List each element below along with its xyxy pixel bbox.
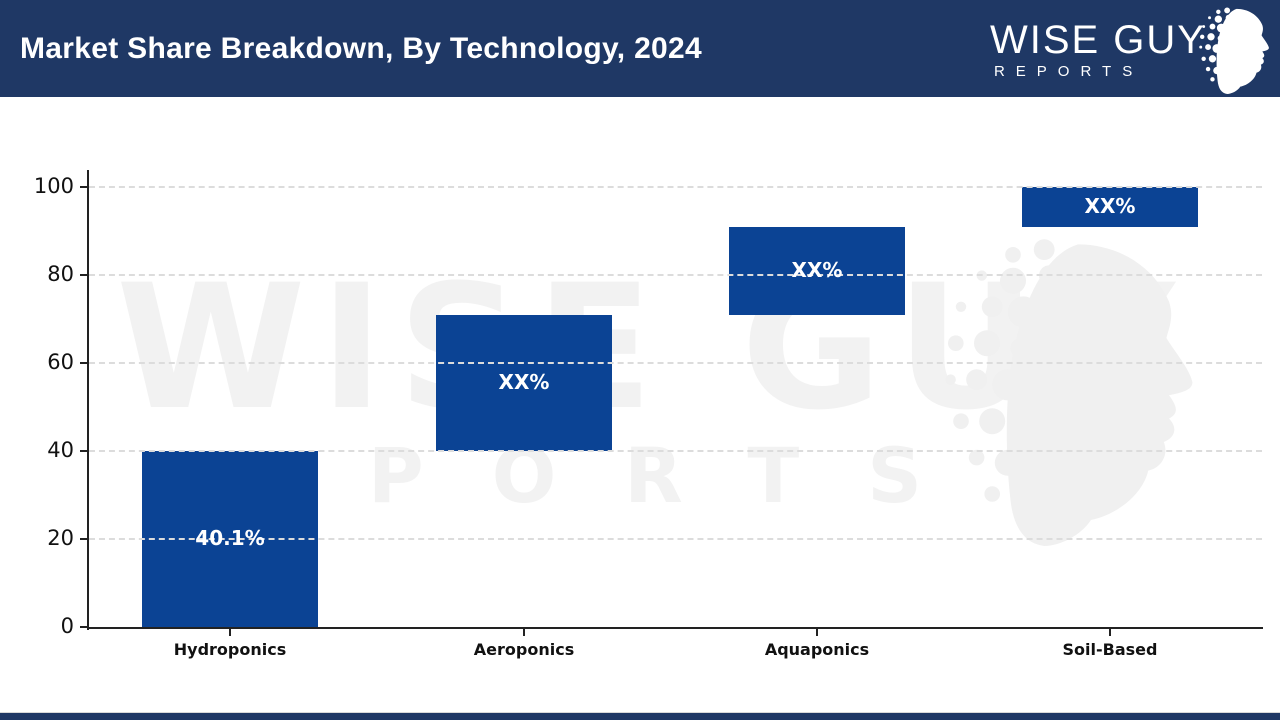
dotted-head-icon: [1199, 7, 1269, 94]
y-tick-label: 80: [47, 262, 74, 286]
y-tick-label: 100: [33, 174, 74, 198]
bar: [1022, 187, 1198, 227]
bar-value-label: XX%: [1084, 193, 1136, 218]
gridline: [89, 274, 1262, 276]
y-axis-tick: [80, 186, 87, 188]
y-axis-line: [87, 170, 89, 630]
x-axis-tick: [523, 629, 525, 636]
figure-bottom-rule: [0, 712, 1280, 713]
x-category-label: Aeroponics: [473, 640, 575, 659]
x-category-label: Aquaponics: [764, 640, 870, 659]
brand-logo: WISE GUY REPORTS: [990, 6, 1270, 94]
brand-name: WISE GUY: [989, 18, 1206, 62]
bar-value-label: XX%: [791, 257, 843, 282]
bar: [436, 314, 612, 451]
y-axis-tick: [80, 362, 87, 364]
brand-logo-text: WISE GUY REPORTS: [990, 20, 1206, 80]
gridline: [89, 450, 1262, 452]
gridline: [89, 362, 1262, 364]
bar: [729, 226, 905, 315]
gridline: [89, 186, 1262, 188]
y-axis-tick: [80, 626, 87, 628]
page-title: Market Share Breakdown, By Technology, 2…: [20, 31, 703, 65]
footer-bar: [0, 713, 1280, 720]
y-tick-label: 20: [47, 526, 74, 550]
y-tick-label: 60: [47, 350, 74, 374]
x-axis-tick: [1109, 629, 1111, 636]
x-category-label: Hydroponics: [173, 640, 287, 659]
y-tick-label: 0: [60, 614, 74, 638]
brand-subtitle: REPORTS: [993, 63, 1144, 80]
x-axis-line: [87, 627, 1263, 629]
x-axis-tick: [816, 629, 818, 636]
bar-value-label: 40.1%: [195, 525, 265, 550]
gridline: [89, 538, 1262, 540]
bar-value-label: XX%: [498, 369, 550, 394]
x-category-label: Soil-Based: [1062, 640, 1158, 659]
y-axis-tick: [80, 450, 87, 452]
watermark-head-icon: [945, 239, 1193, 546]
y-axis-tick: [80, 538, 87, 540]
chart-area: 0 20 40 60 80 100 40.1% Hydroponics XX% Aeroponic…: [0, 97, 1280, 713]
header-bar: [0, 0, 1280, 97]
x-axis-tick: [229, 629, 231, 636]
y-axis-tick: [80, 274, 87, 276]
y-tick-label: 40: [47, 438, 74, 462]
